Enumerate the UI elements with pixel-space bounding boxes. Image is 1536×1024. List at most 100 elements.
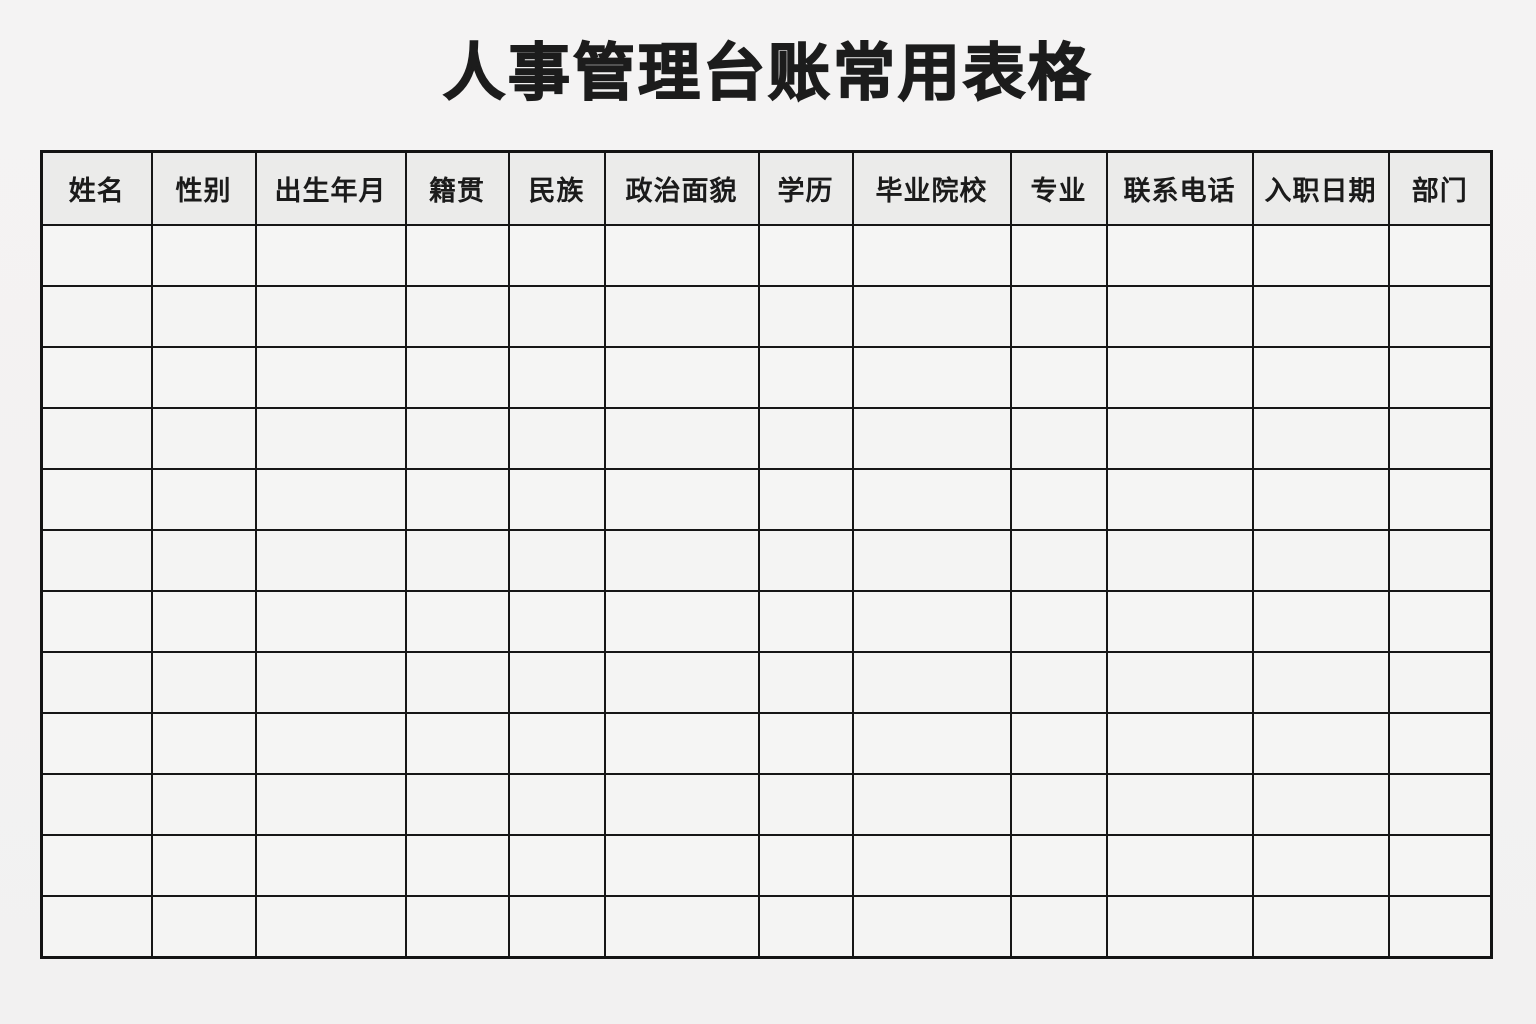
empty-cell-entry-date xyxy=(1251,346,1390,409)
empty-cell-political-status xyxy=(603,712,760,775)
empty-cell-political-status xyxy=(603,895,760,959)
empty-cell-ethnicity xyxy=(507,773,606,836)
empty-cell-entry-date xyxy=(1251,590,1390,653)
empty-cell-political-status xyxy=(603,407,760,470)
empty-cell-graduate-school xyxy=(851,895,1012,959)
empty-cell-ethnicity xyxy=(507,529,606,592)
empty-cell-birth-date xyxy=(254,529,407,592)
empty-cell-name xyxy=(40,285,153,348)
empty-cell-political-status xyxy=(603,285,760,348)
empty-cell-birth-date xyxy=(254,407,407,470)
empty-cell-gender xyxy=(150,712,257,775)
empty-cell-ethnicity xyxy=(507,834,606,897)
empty-cell-department xyxy=(1387,834,1493,897)
empty-cell-department xyxy=(1387,285,1493,348)
empty-cell-political-status xyxy=(603,834,760,897)
empty-cell-major xyxy=(1009,468,1108,531)
empty-cell-native-place xyxy=(404,590,510,653)
empty-cell-department xyxy=(1387,773,1493,836)
column-header-graduate-school: 毕业院校 xyxy=(851,150,1012,226)
column-header-political-status: 政治面貌 xyxy=(603,150,760,226)
empty-cell-name xyxy=(40,224,153,287)
empty-cell-political-status xyxy=(603,468,760,531)
empty-cell-department xyxy=(1387,895,1493,959)
empty-cell-political-status xyxy=(603,651,760,714)
table-header: 姓名 性别 出生年月 籍贯 民族 政治面貌 学历 毕业院校 专业 联系电话 入职日期 部门 xyxy=(40,150,1493,226)
empty-cell-ethnicity xyxy=(507,895,606,959)
empty-cell-ethnicity xyxy=(507,468,606,531)
column-header-ethnicity: 民族 xyxy=(507,150,606,226)
empty-cell-native-place xyxy=(404,346,510,409)
empty-cell-native-place xyxy=(404,895,510,959)
empty-cell-graduate-school xyxy=(851,834,1012,897)
table-row xyxy=(40,895,1493,959)
empty-cell-ethnicity xyxy=(507,712,606,775)
empty-cell-contact-phone xyxy=(1105,834,1254,897)
empty-cell-education xyxy=(757,529,854,592)
empty-cell-graduate-school xyxy=(851,590,1012,653)
empty-cell-name xyxy=(40,407,153,470)
table-row xyxy=(40,590,1493,653)
empty-cell-name xyxy=(40,590,153,653)
empty-cell-ethnicity xyxy=(507,407,606,470)
empty-cell-political-status xyxy=(603,590,760,653)
empty-cell-ethnicity xyxy=(507,590,606,653)
empty-cell-major xyxy=(1009,773,1108,836)
column-header-entry-date: 入职日期 xyxy=(1251,150,1390,226)
column-header-gender: 性别 xyxy=(150,150,257,226)
empty-cell-contact-phone xyxy=(1105,407,1254,470)
empty-cell-graduate-school xyxy=(851,285,1012,348)
empty-cell-major xyxy=(1009,346,1108,409)
empty-cell-name xyxy=(40,346,153,409)
empty-cell-major xyxy=(1009,224,1108,287)
empty-cell-entry-date xyxy=(1251,834,1390,897)
empty-cell-contact-phone xyxy=(1105,285,1254,348)
empty-cell-political-status xyxy=(603,224,760,287)
empty-cell-gender xyxy=(150,468,257,531)
empty-cell-major xyxy=(1009,712,1108,775)
column-header-contact-phone: 联系电话 xyxy=(1105,150,1254,226)
empty-cell-contact-phone xyxy=(1105,468,1254,531)
empty-cell-political-status xyxy=(603,346,760,409)
empty-cell-gender xyxy=(150,651,257,714)
table-row xyxy=(40,834,1493,897)
empty-cell-name xyxy=(40,773,153,836)
empty-cell-entry-date xyxy=(1251,651,1390,714)
empty-cell-gender xyxy=(150,590,257,653)
empty-cell-major xyxy=(1009,834,1108,897)
empty-cell-ethnicity xyxy=(507,346,606,409)
empty-cell-gender xyxy=(150,895,257,959)
empty-cell-graduate-school xyxy=(851,224,1012,287)
empty-cell-major xyxy=(1009,407,1108,470)
column-header-name: 姓名 xyxy=(40,150,153,226)
empty-cell-entry-date xyxy=(1251,712,1390,775)
empty-cell-native-place xyxy=(404,651,510,714)
empty-cell-major xyxy=(1009,285,1108,348)
empty-cell-native-place xyxy=(404,224,510,287)
empty-cell-birth-date xyxy=(254,712,407,775)
empty-cell-department xyxy=(1387,346,1493,409)
empty-cell-native-place xyxy=(404,407,510,470)
table-row xyxy=(40,651,1493,714)
empty-cell-native-place xyxy=(404,285,510,348)
empty-cell-contact-phone xyxy=(1105,590,1254,653)
empty-cell-education xyxy=(757,224,854,287)
empty-cell-gender xyxy=(150,407,257,470)
empty-cell-name xyxy=(40,529,153,592)
empty-cell-name xyxy=(40,712,153,775)
table-row xyxy=(40,712,1493,775)
empty-cell-graduate-school xyxy=(851,712,1012,775)
empty-cell-graduate-school xyxy=(851,651,1012,714)
empty-cell-entry-date xyxy=(1251,529,1390,592)
empty-cell-entry-date xyxy=(1251,224,1390,287)
empty-cell-entry-date xyxy=(1251,285,1390,348)
empty-cell-entry-date xyxy=(1251,468,1390,531)
empty-cell-department xyxy=(1387,468,1493,531)
empty-cell-education xyxy=(757,285,854,348)
empty-cell-department xyxy=(1387,712,1493,775)
empty-cell-ethnicity xyxy=(507,224,606,287)
empty-cell-contact-phone xyxy=(1105,651,1254,714)
empty-cell-ethnicity xyxy=(507,285,606,348)
empty-cell-education xyxy=(757,651,854,714)
empty-cell-graduate-school xyxy=(851,407,1012,470)
